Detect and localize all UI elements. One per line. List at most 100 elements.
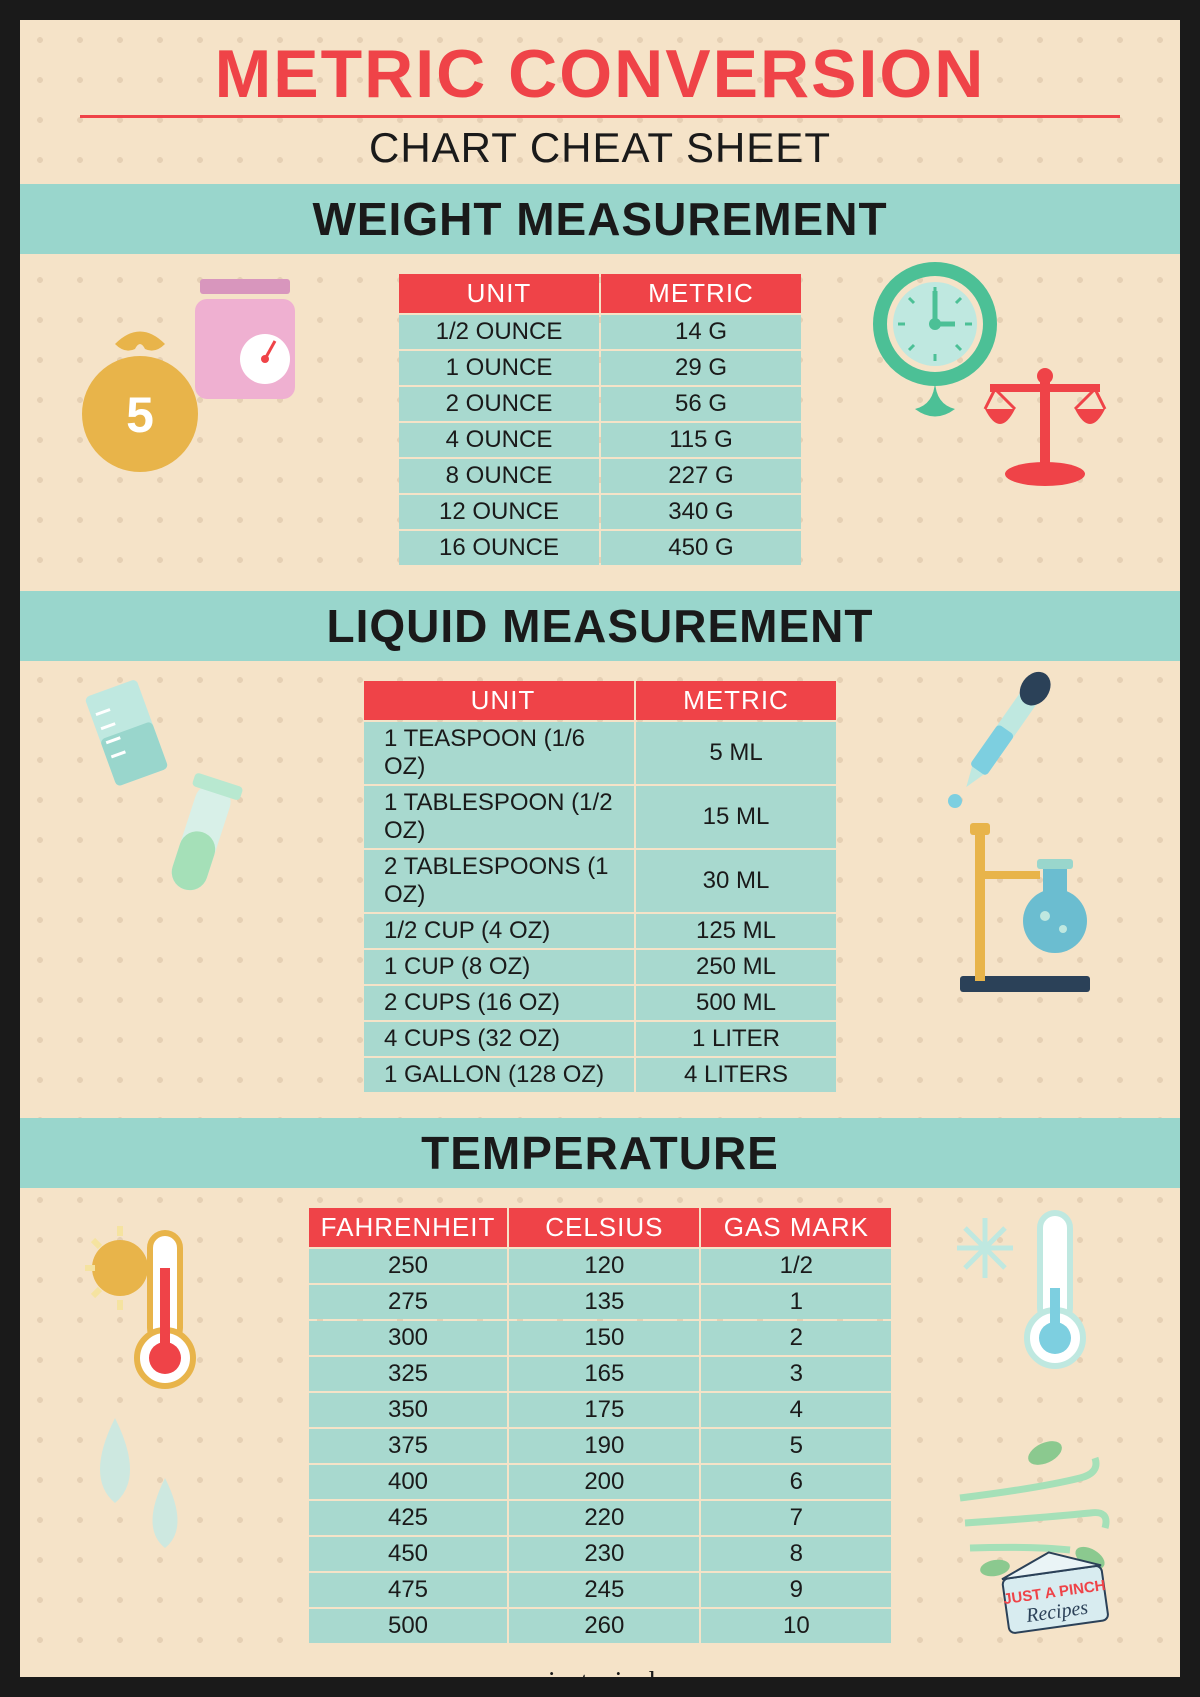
- table-row: 1/2 OUNCE14 G: [399, 315, 801, 349]
- table-row: 1 GALLON (128 OZ)4 LITERS: [364, 1058, 836, 1092]
- table-row: 3501754: [309, 1393, 892, 1427]
- table-cell: 300: [309, 1321, 508, 1355]
- table-cell: 1 GALLON (128 OZ): [364, 1058, 634, 1092]
- table-row: 4752459: [309, 1573, 892, 1607]
- table-cell: 245: [509, 1573, 699, 1607]
- liquid-heading: LIQUID MEASUREMENT: [20, 599, 1180, 653]
- table-cell: 227 G: [601, 459, 801, 493]
- table-cell: 230: [509, 1537, 699, 1571]
- table-row: 1 CUP (8 OZ)250 ML: [364, 950, 836, 984]
- table-cell: 375: [309, 1429, 508, 1463]
- table-row: 3751905: [309, 1429, 892, 1463]
- table-cell: 2 CUPS (16 OZ): [364, 986, 634, 1020]
- hot-thermometer-icon: [75, 1218, 225, 1403]
- table-cell: 14 G: [601, 315, 801, 349]
- table-cell: 175: [509, 1393, 699, 1427]
- table-cell: 150: [509, 1321, 699, 1355]
- temperature-heading: TEMPERATURE: [20, 1126, 1180, 1180]
- table-cell: 2 OUNCE: [399, 387, 599, 421]
- liquid-body: UNIT METRIC 1 TEASPOON (1/6 OZ)5 ML1 TAB…: [20, 661, 1180, 1106]
- table-row: 1 OUNCE29 G: [399, 351, 801, 385]
- table-cell: 8: [701, 1537, 891, 1571]
- temperature-table: FAHRENHEIT CELSIUS GAS MARK 2501201/2275…: [307, 1206, 894, 1645]
- table-cell: 500: [309, 1609, 508, 1643]
- subtitle: CHART CHEAT SHEET: [20, 124, 1180, 172]
- table-row: 12 OUNCE340 G: [399, 495, 801, 529]
- table-cell: 400: [309, 1465, 508, 1499]
- weight-heading: WEIGHT MEASUREMENT: [20, 192, 1180, 246]
- table-row: 4 OUNCE115 G: [399, 423, 801, 457]
- table-cell: 5 ML: [636, 722, 836, 784]
- table-cell: 1 OUNCE: [399, 351, 599, 385]
- test-tube-icon: [135, 771, 255, 946]
- table-row: 16 OUNCE450 G: [399, 531, 801, 565]
- weight-table: UNIT METRIC 1/2 OUNCE14 G1 OUNCE29 G2 OU…: [397, 272, 803, 567]
- table-cell: 200: [509, 1465, 699, 1499]
- title-block: METRIC CONVERSION CHART CHEAT SHEET: [20, 20, 1180, 172]
- table-cell: 350: [309, 1393, 508, 1427]
- table-header: GAS MARK: [701, 1208, 891, 1247]
- table-row: 50026010: [309, 1609, 892, 1643]
- table-row: 2 CUPS (16 OZ)500 ML: [364, 986, 836, 1020]
- table-cell: 275: [309, 1285, 508, 1319]
- table-header: METRIC: [636, 681, 836, 720]
- table-cell: 1: [701, 1285, 891, 1319]
- table-header: FAHRENHEIT: [309, 1208, 508, 1247]
- table-row: 3251653: [309, 1357, 892, 1391]
- table-cell: 5: [701, 1429, 891, 1463]
- table-row: 2501201/2: [309, 1249, 892, 1283]
- table-cell: 1/2 CUP (4 OZ): [364, 914, 634, 948]
- table-cell: 1 TABLESPOON (1/2 OZ): [364, 786, 634, 848]
- table-cell: 1 CUP (8 OZ): [364, 950, 634, 984]
- table-cell: 7: [701, 1501, 891, 1535]
- table-cell: 2: [701, 1321, 891, 1355]
- table-row: 2 OUNCE56 G: [399, 387, 801, 421]
- table-cell: 16 OUNCE: [399, 531, 599, 565]
- table-cell: 475: [309, 1573, 508, 1607]
- table-row: 2 TABLESPOONS (1 OZ)30 ML: [364, 850, 836, 912]
- table-cell: 1 TEASPOON (1/6 OZ): [364, 722, 634, 784]
- table-row: 1 TEASPOON (1/6 OZ)5 ML: [364, 722, 836, 784]
- table-cell: 1/2: [701, 1249, 891, 1283]
- table-cell: 450: [309, 1537, 508, 1571]
- table-row: 2751351: [309, 1285, 892, 1319]
- liquid-heading-band: LIQUID MEASUREMENT: [20, 591, 1180, 661]
- lab-stand-icon: [935, 811, 1105, 1006]
- table-cell: 4 OUNCE: [399, 423, 599, 457]
- table-cell: 56 G: [601, 387, 801, 421]
- table-cell: 125 ML: [636, 914, 836, 948]
- table-cell: 1/2 OUNCE: [399, 315, 599, 349]
- footer-url: www.justapinch.com: [20, 1667, 1180, 1677]
- table-cell: 3: [701, 1357, 891, 1391]
- table-cell: 4: [701, 1393, 891, 1427]
- table-cell: 135: [509, 1285, 699, 1319]
- balance-scale-icon: [970, 364, 1120, 509]
- table-cell: 4 CUPS (32 OZ): [364, 1022, 634, 1056]
- table-header: UNIT: [399, 274, 599, 313]
- table-cell: 260: [509, 1609, 699, 1643]
- weight-body: 5 UNIT METRIC 1/2 OUNCE14 G1 OUNCE29 G2 …: [20, 254, 1180, 579]
- title-underline: [80, 115, 1120, 118]
- table-row: 3001502: [309, 1321, 892, 1355]
- table-row: 4252207: [309, 1501, 892, 1535]
- table-cell: 30 ML: [636, 850, 836, 912]
- table-cell: 250 ML: [636, 950, 836, 984]
- liquid-table: UNIT METRIC 1 TEASPOON (1/6 OZ)5 ML1 TAB…: [362, 679, 838, 1094]
- table-header: METRIC: [601, 274, 801, 313]
- table-row: 4002006: [309, 1465, 892, 1499]
- table-header: CELSIUS: [509, 1208, 699, 1247]
- table-cell: 190: [509, 1429, 699, 1463]
- table-cell: 12 OUNCE: [399, 495, 599, 529]
- table-header: UNIT: [364, 681, 634, 720]
- table-cell: 250: [309, 1249, 508, 1283]
- page-frame: METRIC CONVERSION CHART CHEAT SHEET WEIG…: [0, 0, 1200, 1697]
- table-cell: 4 LITERS: [636, 1058, 836, 1092]
- dropper-icon: [910, 671, 1080, 826]
- table-row: 4502308: [309, 1537, 892, 1571]
- table-cell: 29 G: [601, 351, 801, 385]
- paper-background: METRIC CONVERSION CHART CHEAT SHEET WEIG…: [20, 20, 1180, 1677]
- kitchen-scale-icon: [180, 269, 310, 414]
- svg-text:5: 5: [126, 387, 154, 443]
- table-cell: 425: [309, 1501, 508, 1535]
- table-cell: 450 G: [601, 531, 801, 565]
